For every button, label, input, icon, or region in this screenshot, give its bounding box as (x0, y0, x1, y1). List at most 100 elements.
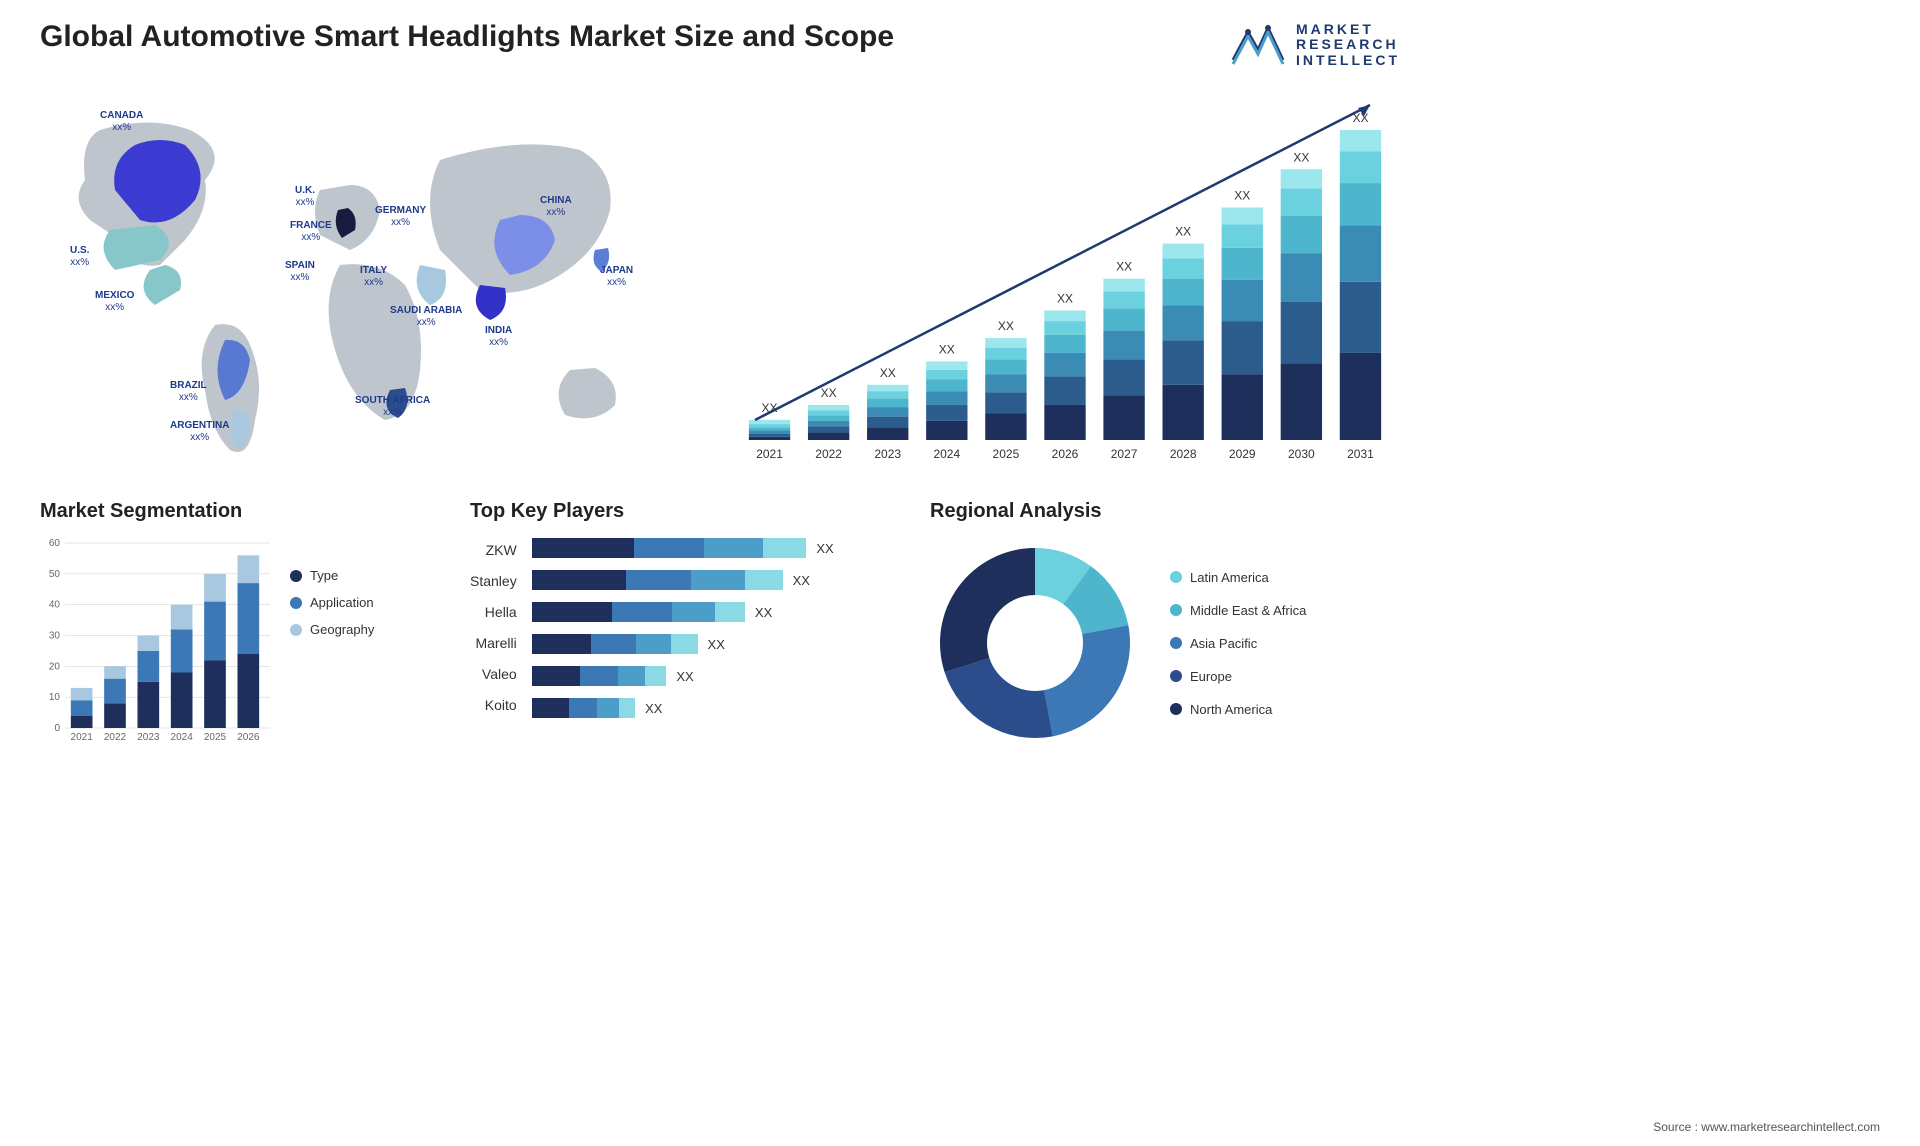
growth-bar-seg (867, 427, 908, 440)
growth-bar-seg (1103, 395, 1144, 440)
growth-bar-seg (1222, 321, 1263, 374)
player-bar-seg (597, 698, 619, 718)
player-label: ZKW (470, 542, 517, 558)
growth-bar-seg (1044, 310, 1085, 321)
growth-year-label: 2030 (1288, 447, 1315, 461)
seg-bar-seg (71, 688, 93, 700)
player-bar-row: XX (532, 538, 900, 558)
map-label-us: U.S.xx% (70, 245, 89, 269)
donut-slice (1044, 625, 1130, 736)
seg-bar-seg (104, 666, 126, 678)
legend-dot-icon (1170, 604, 1182, 616)
growth-bar-seg (985, 338, 1026, 348)
logo-line1: MARKET (1296, 22, 1400, 37)
player-bar-row: XX (532, 698, 900, 718)
player-bar-seg (645, 666, 667, 686)
player-bar-row: XX (532, 666, 900, 686)
seg-bar-seg (238, 555, 260, 583)
seg-ytick: 0 (54, 723, 60, 734)
segmentation-chart: 0102030405060202120222023202420252026 (40, 538, 270, 748)
growth-bar-seg (1103, 291, 1144, 308)
seg-bar-seg (204, 574, 226, 602)
growth-bar-seg (1340, 130, 1381, 151)
players-section: Top Key Players ZKWStanleyHellaMarelliVa… (470, 500, 900, 748)
growth-bar-seg (1340, 282, 1381, 353)
growth-bar-seg (808, 433, 849, 440)
map-label-saudiarabia: SAUDI ARABIAxx% (390, 305, 462, 329)
logo-icon (1228, 20, 1288, 70)
regional-legend-label: Europe (1190, 669, 1232, 684)
map-label-france: FRANCExx% (290, 220, 332, 244)
growth-bar-label: XX (1057, 291, 1073, 305)
player-bar (532, 634, 698, 654)
growth-bar-seg (1340, 226, 1381, 282)
growth-bar-seg (749, 424, 790, 427)
player-bar-seg (704, 538, 763, 558)
segmentation-title: Market Segmentation (40, 500, 440, 523)
growth-bar-seg (1222, 208, 1263, 225)
growth-bar-seg (1163, 258, 1204, 278)
growth-bar-seg (1222, 248, 1263, 280)
regional-legend: Latin AmericaMiddle East & AfricaAsia Pa… (1170, 570, 1306, 717)
growth-year-label: 2021 (756, 447, 783, 461)
growth-year-label: 2027 (1111, 447, 1138, 461)
regional-legend-label: North America (1190, 702, 1272, 717)
donut-slice (945, 658, 1053, 738)
growth-bar-seg (749, 437, 790, 440)
seg-ytick: 50 (49, 569, 61, 580)
player-label: Stanley (470, 573, 517, 589)
player-bar-seg (591, 634, 636, 654)
growth-year-label: 2023 (874, 447, 901, 461)
page-title: Global Automotive Smart Headlights Marke… (40, 20, 894, 54)
growth-bar-seg (985, 359, 1026, 374)
logo-line2: RESEARCH (1296, 37, 1400, 52)
growth-bar-label: XX (880, 366, 896, 380)
legend-dot-icon (1170, 670, 1182, 682)
seg-year-label: 2026 (237, 732, 260, 743)
growth-bar-seg (985, 392, 1026, 413)
regional-title: Regional Analysis (930, 500, 1400, 523)
growth-bar-seg (749, 430, 790, 433)
seg-ytick: 30 (49, 631, 61, 642)
seg-year-label: 2023 (137, 732, 160, 743)
seg-ytick: 60 (49, 538, 61, 549)
player-bar-seg (715, 602, 745, 622)
seg-legend-item: Type (290, 568, 374, 583)
player-bar-seg (636, 634, 670, 654)
growth-bar-seg (1044, 376, 1085, 405)
seg-bar-seg (138, 651, 160, 682)
player-bar-row: XX (532, 570, 900, 590)
player-bar (532, 666, 667, 686)
growth-bar-seg (1103, 279, 1144, 292)
growth-bar-seg (808, 426, 849, 432)
growth-bar-seg (1044, 405, 1085, 440)
growth-year-label: 2029 (1229, 447, 1256, 461)
seg-legend-label: Geography (310, 622, 374, 637)
player-label: Valeo (470, 666, 517, 682)
growth-bar-seg (1044, 321, 1085, 335)
regional-legend-label: Middle East & Africa (1190, 603, 1306, 618)
growth-bar-seg (926, 421, 967, 440)
seg-bar-seg (104, 703, 126, 728)
legend-dot-icon (1170, 571, 1182, 583)
growth-bar-seg (1222, 374, 1263, 440)
player-bar-seg (763, 538, 806, 558)
growth-bar-seg (867, 417, 908, 428)
growth-bar-seg (1044, 335, 1085, 353)
growth-bar-seg (926, 370, 967, 380)
seg-bar-seg (171, 605, 193, 630)
growth-bar-seg (926, 379, 967, 391)
growth-bar-seg (1340, 183, 1381, 225)
player-bar-seg (618, 666, 645, 686)
growth-bar-seg (1103, 308, 1144, 330)
growth-bar-seg (1103, 359, 1144, 395)
growth-bar-seg (1103, 331, 1144, 360)
growth-bar-seg (867, 399, 908, 407)
brand-logo: MARKET RESEARCH INTELLECT (1228, 20, 1400, 70)
seg-bar-seg (204, 602, 226, 661)
player-bar-seg (612, 602, 671, 622)
players-title: Top Key Players (470, 500, 900, 523)
regional-legend-item: Asia Pacific (1170, 636, 1306, 651)
map-label-canada: CANADAxx% (100, 110, 143, 134)
player-bar-seg (569, 698, 597, 718)
